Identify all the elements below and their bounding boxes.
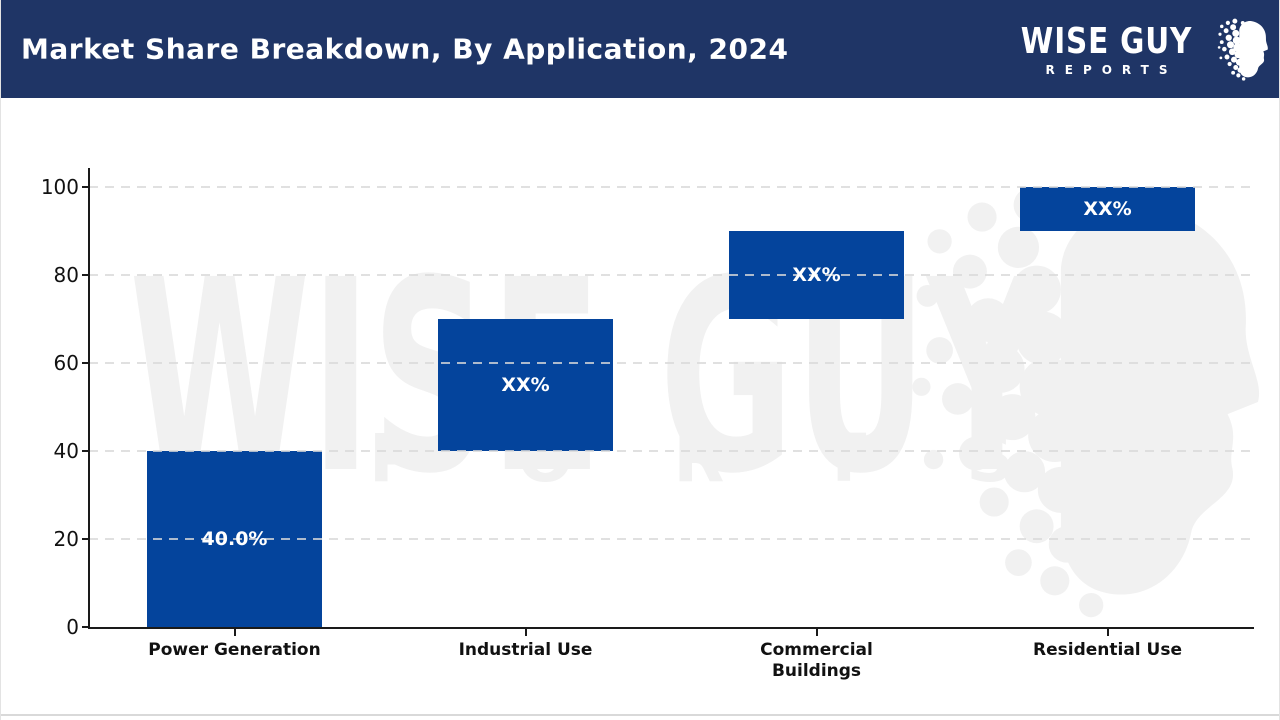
x-category-label: Power Generation	[148, 640, 321, 660]
logo-wordmark: WISE GUY	[1020, 20, 1193, 62]
x-axis-tick	[233, 629, 236, 636]
x-axis-tick	[1106, 629, 1109, 636]
y-tick-label: 80	[53, 263, 79, 287]
chart-plot-area: WISE GUY PORTS 40.0% XX% XX% XX% 0 20 40 60 80 1…	[1, 98, 1279, 720]
y-axis-tick	[82, 450, 89, 452]
y-gridline	[89, 538, 1253, 540]
y-gridline	[89, 362, 1253, 364]
y-tick-label: 100	[40, 175, 79, 199]
x-axis-tick	[524, 629, 527, 636]
y-axis-tick	[82, 538, 89, 540]
bar-value-label: XX%	[501, 374, 550, 396]
y-axis-spine	[88, 168, 90, 629]
y-tick-label: 20	[53, 527, 79, 551]
y-tick-label: 60	[53, 351, 79, 375]
y-axis-tick	[82, 626, 89, 628]
logo-text: WISE GUY REPORTS	[1002, 20, 1211, 77]
y-gridline	[89, 450, 1253, 452]
header-banner: Market Share Breakdown, By Application, …	[1, 0, 1279, 98]
y-gridline	[89, 186, 1253, 188]
x-category-label: Commercial Buildings	[760, 640, 873, 682]
bottom-divider	[1, 714, 1279, 716]
x-category-label: Industrial Use	[458, 640, 593, 660]
bar-industrial-use	[438, 319, 613, 451]
y-tick-label: 40	[53, 439, 79, 463]
y-gridline	[89, 274, 1253, 276]
wise-guy-logo: WISE GUY REPORTS	[1002, 8, 1269, 92]
watermark-head-icon	[879, 170, 1267, 640]
x-axis-tick	[815, 629, 818, 636]
y-axis-tick	[82, 362, 89, 364]
y-axis-tick	[82, 186, 89, 188]
y-axis-tick	[82, 274, 89, 276]
bar-value-label: 40.0%	[201, 528, 268, 550]
logo-subtitle: REPORTS	[1045, 62, 1178, 77]
x-category-label: Residential Use	[1033, 640, 1182, 660]
bar-value-label: XX%	[1083, 198, 1132, 220]
logo-head-icon	[1213, 10, 1269, 90]
chart-title: Market Share Breakdown, By Application, …	[21, 32, 789, 66]
bar-residential-use	[1020, 187, 1195, 231]
y-tick-label: 0	[66, 615, 79, 639]
x-axis-spine	[88, 627, 1254, 629]
bar-value-label: XX%	[792, 264, 841, 286]
